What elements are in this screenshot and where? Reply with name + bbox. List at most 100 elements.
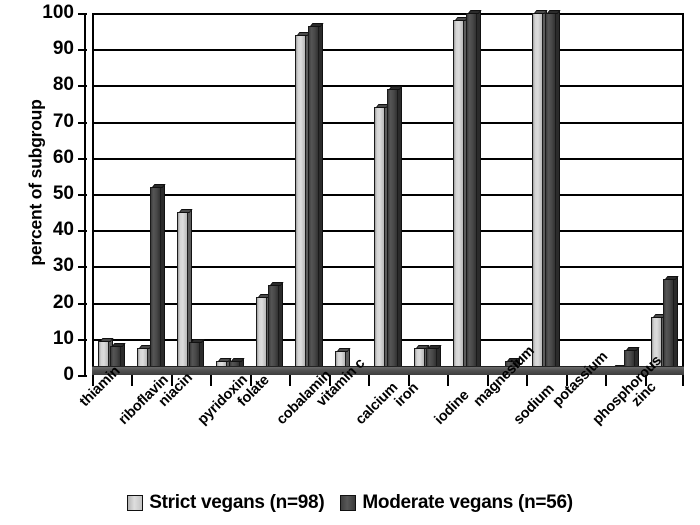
y-tick-label: 40	[52, 219, 74, 241]
bar-group	[171, 13, 210, 375]
x-tick-mark	[565, 375, 568, 386]
legend-label: Moderate vegans (n=56)	[362, 492, 573, 513]
x-tick-mark	[368, 375, 371, 386]
bar-side	[187, 210, 192, 373]
legend-label: Strict vegans (n=98)	[149, 492, 325, 513]
y-tick-label: 30	[52, 255, 74, 277]
x-axis-ticks	[92, 375, 684, 387]
x-label-iodine: iodine	[431, 387, 473, 428]
y-tick-label: 90	[52, 38, 74, 60]
y-tick-mark	[78, 338, 87, 341]
bar-side	[555, 11, 560, 373]
x-tick-mark	[131, 375, 134, 386]
y-tick-mark	[78, 230, 87, 233]
bar-face	[544, 13, 556, 375]
bar-face	[255, 297, 267, 375]
y-tick-label: 20	[52, 291, 74, 313]
y-tick-label: 10	[52, 327, 74, 349]
bar-group	[368, 13, 407, 375]
bar-group	[131, 13, 170, 375]
bar-group	[250, 13, 289, 375]
bar-group	[210, 13, 249, 375]
y-tick-mark	[78, 121, 87, 124]
x-tick-mark	[682, 375, 684, 386]
chart-legend: Strict vegans (n=98) Moderate vegans (n=5…	[0, 492, 700, 514]
bar-group	[645, 13, 684, 375]
x-tick-mark	[407, 375, 410, 386]
legend-entry-moderate-vegans[interactable]: Moderate vegans (n=56)	[340, 492, 573, 514]
bar-face	[307, 25, 319, 375]
legend-swatch-icon	[340, 495, 357, 511]
bar-group	[566, 13, 605, 375]
bar-calcium-moderate	[386, 86, 403, 375]
bar-face	[268, 284, 280, 375]
bar-side	[279, 282, 284, 373]
bar-face	[374, 107, 386, 375]
bars-layer	[92, 10, 684, 375]
bar-side	[121, 344, 126, 373]
bar-cobalamin-strict	[295, 31, 311, 375]
x-tick-mark	[486, 375, 489, 386]
bar-group	[487, 13, 526, 375]
bar-side	[437, 345, 442, 373]
x-tick-mark	[605, 375, 608, 386]
bar-face	[663, 279, 674, 375]
x-tick-mark	[289, 375, 292, 386]
bar-face	[532, 13, 544, 375]
gridline	[92, 85, 684, 88]
x-tick-mark	[526, 375, 529, 386]
bar-cobalamin-moderate	[307, 22, 324, 375]
bar-side	[476, 11, 481, 373]
bar-side	[397, 87, 402, 373]
legend-swatch-icon	[127, 495, 144, 511]
bar-group	[329, 13, 368, 375]
legend-entry-strict-vegans[interactable]: Strict vegans (n=98)	[127, 492, 325, 514]
bar-calcium-strict	[374, 104, 390, 375]
x-tick-mark	[328, 375, 331, 386]
bar-side	[634, 347, 639, 373]
bar-iodine-moderate	[465, 10, 482, 375]
chart-floor	[92, 366, 684, 375]
y-tick-mark	[78, 302, 87, 305]
bar-side	[516, 358, 521, 373]
y-tick-mark	[78, 157, 87, 160]
y-tick-label: 50	[52, 183, 74, 204]
y-tick-mark	[78, 49, 87, 52]
bar-riboflavin-moderate	[149, 183, 166, 375]
y-tick-label: 80	[52, 74, 74, 96]
bar-group	[289, 13, 328, 375]
y-tick-label: 70	[52, 110, 74, 132]
bar-face	[176, 212, 188, 375]
bar-group	[447, 10, 486, 375]
bar-group	[526, 10, 565, 375]
plot-area	[92, 10, 684, 375]
x-tick-mark	[170, 375, 173, 386]
bar-sodium-strict	[532, 10, 548, 375]
gridline	[92, 49, 684, 52]
bar-group	[605, 13, 644, 375]
bar-folate-moderate	[268, 281, 284, 375]
bar-side	[200, 340, 205, 373]
y-tick-label: 0	[63, 364, 74, 385]
x-tick-mark	[210, 375, 213, 386]
bar-group	[408, 13, 447, 375]
x-tick-mark	[249, 375, 252, 386]
bar-side	[318, 23, 323, 373]
bar-face	[295, 34, 307, 375]
bar-face	[149, 186, 161, 375]
bar-face	[386, 89, 398, 375]
x-tick-mark	[92, 375, 94, 386]
y-tick-mark	[78, 13, 87, 15]
x-label-sodium: sodium	[510, 381, 558, 428]
bar-iodine-strict	[453, 17, 469, 375]
bar-group	[92, 13, 131, 375]
bar-side	[160, 184, 165, 373]
bar-sodium-moderate	[544, 10, 561, 375]
y-tick-mark	[78, 375, 87, 377]
y-tick-mark	[78, 266, 87, 269]
bar-side	[674, 277, 678, 373]
x-tick-mark	[447, 375, 450, 386]
bar-zinc-moderate	[663, 276, 679, 375]
bar-face	[453, 20, 465, 375]
